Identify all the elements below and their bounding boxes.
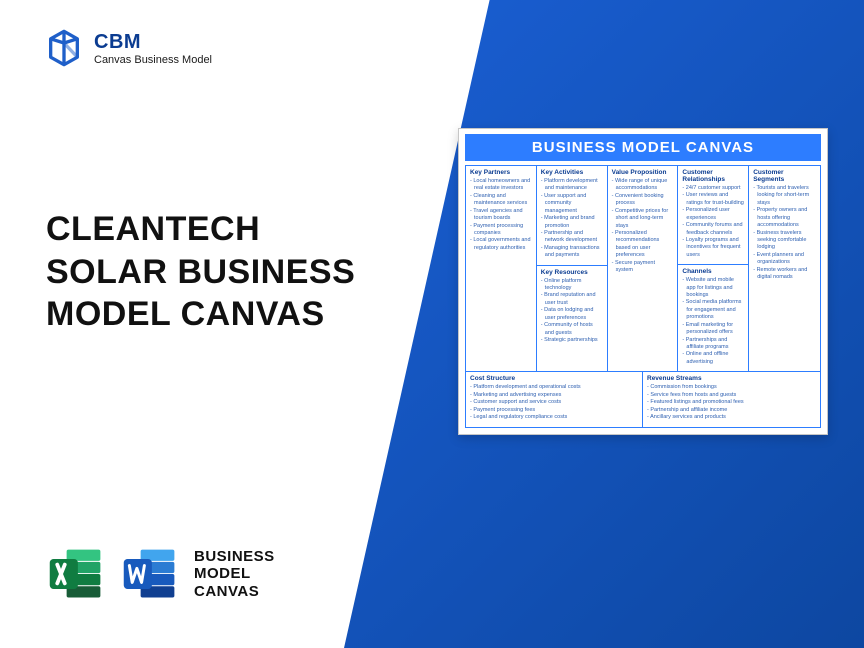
canvas-block-item: Convenient booking process	[612, 193, 674, 208]
canvas-block-item: Remote workers and digital nomads	[753, 267, 816, 282]
canvas-block: Cost Structure Platform development and o…	[466, 372, 643, 427]
canvas-preview: BUSINESS MODEL CANVAS Key Partners Local …	[458, 128, 828, 435]
canvas-block-item: Property owners and hosts offering accom…	[753, 207, 816, 229]
brand-abbr: CBM	[94, 31, 212, 54]
canvas-block-item: Payment processing companies	[470, 223, 532, 238]
canvas-block-heading: Cost Structure	[470, 375, 638, 382]
canvas-block-item: Service fees from hosts and guests	[647, 392, 816, 399]
canvas-block-item: Commission from bookings	[647, 384, 816, 391]
canvas-block-item: Partnership and affiliate income	[647, 407, 816, 414]
canvas-title: BUSINESS MODEL CANVAS	[465, 134, 821, 161]
canvas-block-item: Online platform technology	[541, 278, 603, 293]
footer-icons: BUSINESS MODEL CANVAS	[46, 544, 275, 604]
canvas-block-list: Platform development and operational cos…	[470, 384, 638, 421]
canvas-block-item: Strategic partnerships	[541, 337, 603, 344]
brand-subtitle: Canvas Business Model	[94, 54, 212, 66]
canvas-block-item: Business travelers seeking comfortable l…	[753, 230, 816, 252]
canvas-block: Key Partners Local homeowners and real es…	[466, 166, 536, 257]
canvas-block-item: Legal and regulatory compliance costs	[470, 414, 638, 421]
canvas-block-heading: Value Proposition	[612, 169, 674, 176]
canvas-block: Key Resources Online platform technologyB…	[537, 266, 607, 350]
canvas-block-item: Tourists and travelers looking for short…	[753, 185, 816, 207]
canvas-block-item: Travel agencies and tourism boards	[470, 208, 532, 223]
canvas-block: Value Proposition Wide range of unique ac…	[608, 166, 678, 279]
canvas-block-heading: Channels	[682, 268, 744, 275]
canvas-block-list: Commission from bookingsService fees fro…	[647, 384, 816, 421]
canvas-column: Customer Relationships 24/7 customer supp…	[678, 166, 749, 371]
canvas-column: Key Activities Platform development and m…	[537, 166, 608, 371]
page-title: CLEANTECH SOLAR BUSINESS MODEL CANVAS	[46, 208, 355, 336]
canvas-block-heading: Revenue Streams	[647, 375, 816, 382]
canvas-block-item: Loyalty programs and incentives for freq…	[682, 237, 744, 259]
canvas-block-item: Brand reputation and user trust	[541, 292, 603, 307]
canvas-block: Customer Segments Tourists and travelers …	[749, 166, 820, 286]
canvas-block-item: Payment processing fees	[470, 407, 638, 414]
canvas-block-item: Ancillary services and products	[647, 414, 816, 421]
canvas-block-item: Platform development and maintenance	[541, 178, 603, 193]
canvas-block-item: Customer support and service costs	[470, 399, 638, 406]
footer-label-3: CANVAS	[194, 583, 275, 600]
canvas-block-list: Local homeowners and real estate investo…	[470, 178, 532, 252]
canvas-block-item: User reviews and ratings for trust-build…	[682, 192, 744, 207]
canvas-grid-top: Key Partners Local homeowners and real es…	[465, 165, 821, 371]
canvas-block-item: Community of hosts and guests	[541, 322, 603, 337]
canvas-block-list: Online platform technologyBrand reputati…	[541, 278, 603, 345]
canvas-block-item: Email marketing for personalized offers	[682, 322, 744, 337]
canvas-block-heading: Customer Segments	[753, 169, 816, 183]
canvas-block: Customer Relationships 24/7 customer supp…	[678, 166, 748, 265]
canvas-block-heading: Key Partners	[470, 169, 532, 176]
canvas-block-item: Local homeowners and real estate investo…	[470, 178, 532, 193]
canvas-column: Value Proposition Wide range of unique ac…	[608, 166, 679, 371]
canvas-block-heading: Key Resources	[541, 269, 603, 276]
canvas-block-item: Competitive prices for short and long-te…	[612, 208, 674, 230]
canvas-block-item: Marketing and advertising expenses	[470, 392, 638, 399]
footer-label: BUSINESS MODEL CANVAS	[194, 548, 275, 600]
title-line-1: CLEANTECH	[46, 208, 355, 251]
canvas-block-item: Platform development and operational cos…	[470, 384, 638, 391]
canvas-block-item: Partnership and network development	[541, 230, 603, 245]
excel-icon	[46, 544, 106, 604]
canvas-block-item: Event planners and organizations	[753, 252, 816, 267]
canvas-block-list: Platform development and maintenanceUser…	[541, 178, 603, 260]
canvas-grid-bottom: Cost Structure Platform development and o…	[465, 371, 821, 428]
canvas-block-list: Tourists and travelers looking for short…	[753, 185, 816, 281]
canvas-block: Revenue Streams Commission from bookingsS…	[643, 372, 820, 427]
canvas-block-item: Community forums and feedback channels	[682, 222, 744, 237]
canvas-block-item: Wide range of unique accommodations	[612, 178, 674, 193]
canvas-block-item: 24/7 customer support	[682, 185, 744, 192]
canvas-block: Channels Website and mobile app for listi…	[678, 265, 748, 371]
canvas-block: Key Activities Platform development and m…	[537, 166, 607, 266]
canvas-block-item: Personalized recommendations based on us…	[612, 230, 674, 260]
canvas-block-item: Online and offline advertising	[682, 351, 744, 366]
cbm-logo-icon	[44, 28, 84, 68]
canvas-block-heading: Key Activities	[541, 169, 603, 176]
canvas-block-heading: Customer Relationships	[682, 169, 744, 183]
canvas-block-list: 24/7 customer supportUser reviews and ra…	[682, 185, 744, 259]
canvas-block-item: Social media platforms for engagement an…	[682, 299, 744, 321]
title-line-3: MODEL CANVAS	[46, 293, 355, 336]
canvas-block-list: Website and mobile app for listings and …	[682, 277, 744, 366]
word-icon	[120, 544, 180, 604]
canvas-block-item: Local governments and regulatory authori…	[470, 237, 532, 252]
brand-block: CBM Canvas Business Model	[44, 28, 212, 68]
canvas-column: Customer Segments Tourists and travelers …	[749, 166, 820, 371]
canvas-column: Key Partners Local homeowners and real es…	[466, 166, 537, 371]
canvas-block-item: Managing transactions and payments	[541, 245, 603, 260]
canvas-block-item: Website and mobile app for listings and …	[682, 277, 744, 299]
footer-label-2: MODEL	[194, 565, 275, 582]
canvas-block-item: Personalized user experiences	[682, 207, 744, 222]
canvas-block-item: Marketing and brand promotion	[541, 215, 603, 230]
canvas-block-item: Cleaning and maintenance services	[470, 193, 532, 208]
canvas-block-item: Secure payment system	[612, 260, 674, 275]
canvas-block-list: Wide range of unique accommodationsConve…	[612, 178, 674, 274]
footer-label-1: BUSINESS	[194, 548, 275, 565]
canvas-block-item: Partnerships and affiliate programs	[682, 337, 744, 352]
canvas-block-item: Featured listings and promotional fees	[647, 399, 816, 406]
canvas-block-item: User support and community management	[541, 193, 603, 215]
canvas-block-item: Data on lodging and user preferences	[541, 307, 603, 322]
title-line-2: SOLAR BUSINESS	[46, 251, 355, 294]
